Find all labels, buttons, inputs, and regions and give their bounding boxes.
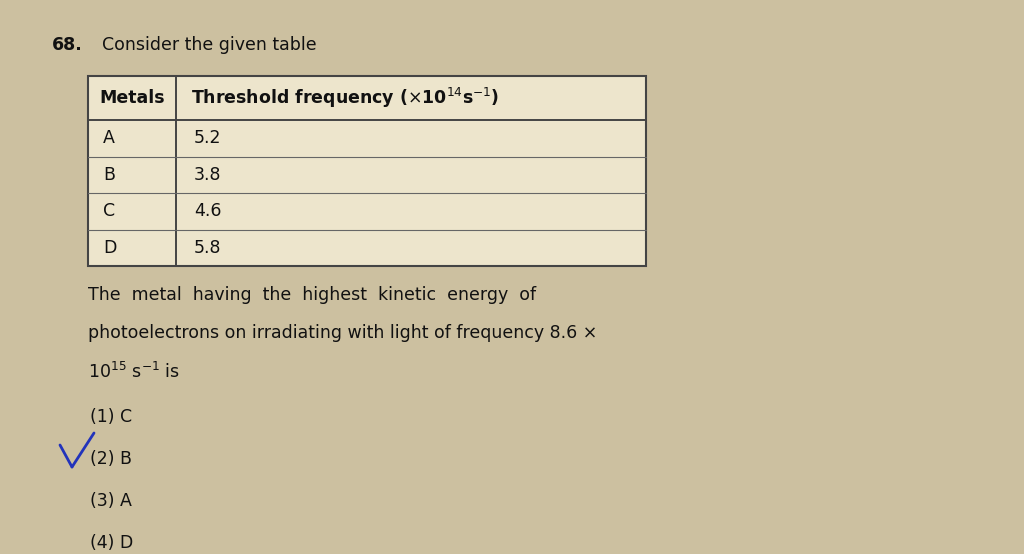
Text: (3) A: (3) A (90, 492, 132, 510)
Text: 10$^{15}$ s$^{-1}$ is: 10$^{15}$ s$^{-1}$ is (88, 362, 180, 382)
Text: The  metal  having  the  highest  kinetic  energy  of: The metal having the highest kinetic ene… (88, 286, 537, 304)
Bar (88, 76, 646, 266)
Text: 4.6: 4.6 (194, 202, 221, 220)
Text: Threshold frequency ($\times$10$^{14}$s$^{-1}$): Threshold frequency ($\times$10$^{14}$s$… (191, 86, 500, 110)
Text: Metals: Metals (99, 89, 165, 107)
Text: 5.2: 5.2 (194, 129, 221, 147)
Text: C: C (103, 202, 115, 220)
Text: A: A (103, 129, 115, 147)
Text: (1) C: (1) C (90, 408, 132, 426)
Text: D: D (103, 239, 117, 257)
Text: B: B (103, 166, 115, 184)
Text: 3.8: 3.8 (194, 166, 221, 184)
Text: Consider the given table: Consider the given table (102, 36, 316, 54)
Text: photoelectrons on irradiating with light of frequency 8.6 ×: photoelectrons on irradiating with light… (88, 324, 597, 342)
Text: 68.: 68. (52, 36, 83, 54)
Text: (4) D: (4) D (90, 534, 133, 552)
Text: (2) B: (2) B (90, 450, 132, 468)
Text: 5.8: 5.8 (194, 239, 221, 257)
